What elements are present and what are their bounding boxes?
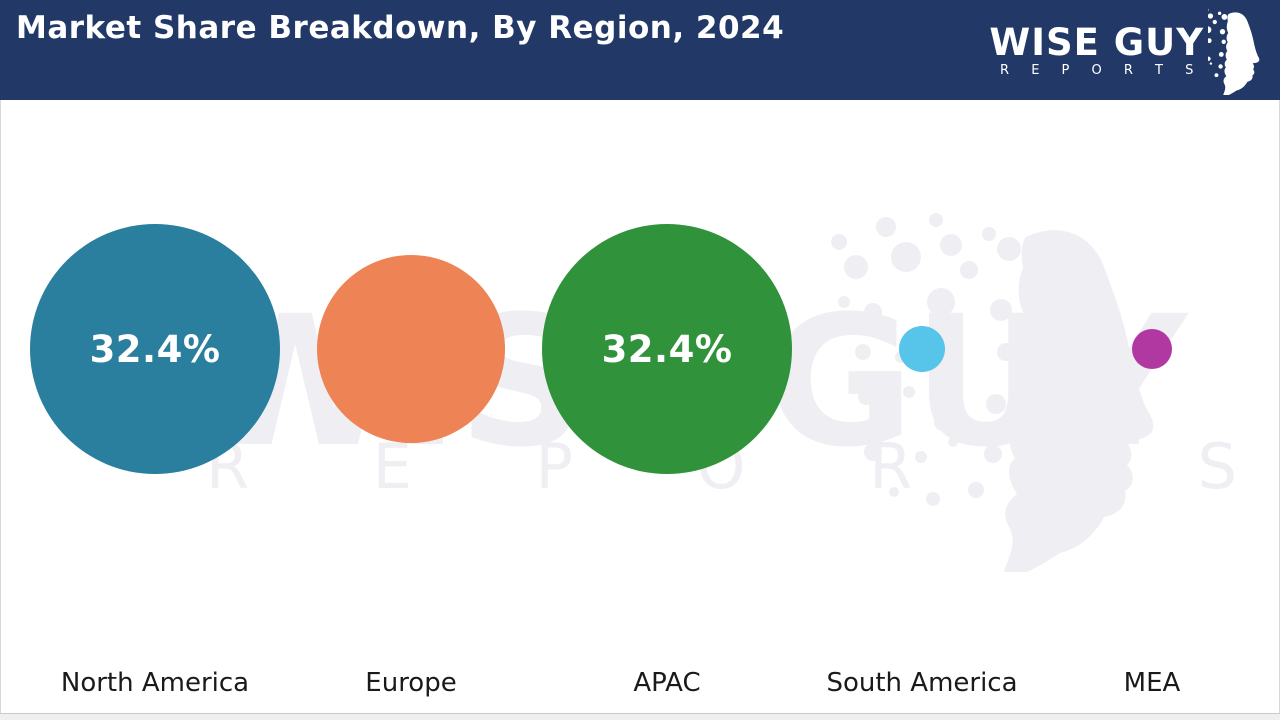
category-label: APAC	[633, 668, 701, 698]
bubble-group-mea: MEA	[1022, 100, 1279, 713]
bubble-value-label: 32.4%	[89, 327, 221, 371]
logo-head-icon	[1208, 8, 1260, 95]
bubble-group-europe: Europe	[281, 100, 541, 713]
logo-text: WISE GUY R E P O R T S	[989, 20, 1204, 79]
bubble-apac: 32.4%	[542, 224, 792, 474]
bottom-edge-strip	[0, 713, 1280, 720]
logo-subtitle: R E P O R T S	[1000, 63, 1203, 79]
bubble-north-america: 32.4%	[30, 224, 280, 474]
bubble-south-america	[899, 326, 945, 372]
page-title: Market Share Breakdown, By Region, 2024	[16, 10, 785, 46]
bubble-group-south-america: South America	[792, 100, 1052, 713]
bubble-chart: 32.4% North America Europe 32.4% APAC So…	[1, 100, 1279, 713]
bubble-group-north-america: 32.4% North America	[25, 100, 285, 713]
category-label: Europe	[365, 668, 457, 698]
category-label: South America	[826, 668, 1018, 698]
bubble-mea	[1132, 329, 1172, 369]
header-bar: Market Share Breakdown, By Region, 2024 …	[0, 0, 1280, 100]
bubble-europe	[317, 255, 505, 443]
bubble-value-label: 32.4%	[601, 327, 733, 371]
logo-wordmark: WISE GUY	[989, 20, 1204, 64]
bubble-group-apac: 32.4% APAC	[537, 100, 797, 713]
wise-guy-logo: WISE GUY R E P O R T S	[989, 8, 1266, 95]
category-label: North America	[60, 668, 250, 698]
category-label: MEA	[1123, 668, 1181, 698]
chart-area: WISE GUY R E P O R T S 32.4% North Ameri…	[0, 100, 1280, 713]
